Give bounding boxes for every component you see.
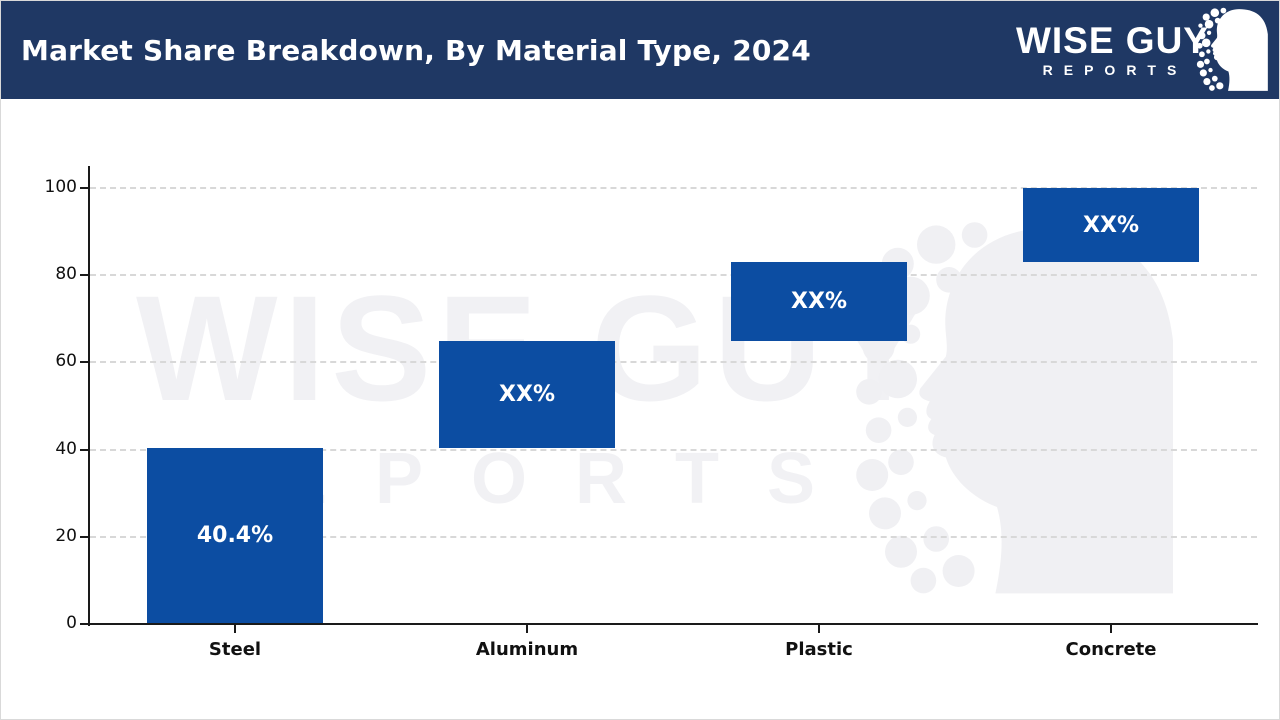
y-axis-line (88, 166, 90, 626)
bar-value-label-plastic: XX% (791, 288, 847, 314)
bar-aluminum: XX% (439, 340, 615, 448)
logo-reports-text: REPORTS (1042, 62, 1188, 79)
x-axis-label-concrete: Concrete (1065, 639, 1157, 660)
chart-title: Market Share Breakdown, By Material Type… (21, 33, 811, 67)
x-tick-mark-aluminum (526, 625, 528, 633)
logo-dotted-face-icon (1196, 7, 1268, 91)
y-gridline-20 (90, 535, 1257, 538)
bar-value-label-aluminum: XX% (499, 381, 555, 407)
x-axis-label-steel: Steel (208, 639, 262, 660)
y-tick-mark-0 (80, 623, 89, 625)
y-gridline-40 (90, 448, 1257, 451)
bar-concrete: XX% (1023, 188, 1199, 263)
header-bar: Market Share Breakdown, By Material Type… (1, 1, 1279, 99)
x-axis-line (88, 623, 1258, 625)
bar-plastic: XX% (731, 262, 907, 341)
x-tick-mark-plastic (818, 625, 820, 633)
y-gridline-80 (90, 274, 1257, 277)
y-tick-mark-20 (80, 535, 89, 538)
y-tick-mark-60 (80, 361, 89, 364)
x-tick-mark-steel (234, 625, 236, 633)
y-gridline-60 (90, 361, 1257, 364)
y-tick-label-20: 20 (55, 525, 77, 546)
y-gridline-100 (90, 187, 1257, 189)
bar-value-label-concrete: XX% (1083, 212, 1139, 238)
x-axis-label-plastic: Plastic (785, 639, 853, 660)
logo-wise-guy-text: WISE GUY (1015, 19, 1209, 61)
y-tick-mark-80 (80, 274, 89, 277)
y-tick-label-40: 40 (55, 438, 77, 459)
x-tick-mark-concrete (1110, 625, 1112, 633)
y-tick-mark-40 (80, 448, 89, 451)
bar-value-label-steel: 40.4% (196, 523, 274, 549)
logo-text: WISE GUY REPORTS (1015, 19, 1209, 79)
y-tick-mark-100 (80, 187, 89, 189)
wise-guy-reports-logo: WISE GUY REPORTS (1016, 5, 1269, 95)
y-tick-label-80: 80 (55, 264, 77, 285)
y-tick-label-100: 100 (44, 177, 77, 197)
y-tick-label-60: 60 (55, 351, 77, 372)
x-axis-label-aluminum: Aluminum (475, 639, 579, 660)
y-tick-label-0: 0 (66, 613, 77, 633)
bar-steel: 40.4% (147, 447, 323, 624)
